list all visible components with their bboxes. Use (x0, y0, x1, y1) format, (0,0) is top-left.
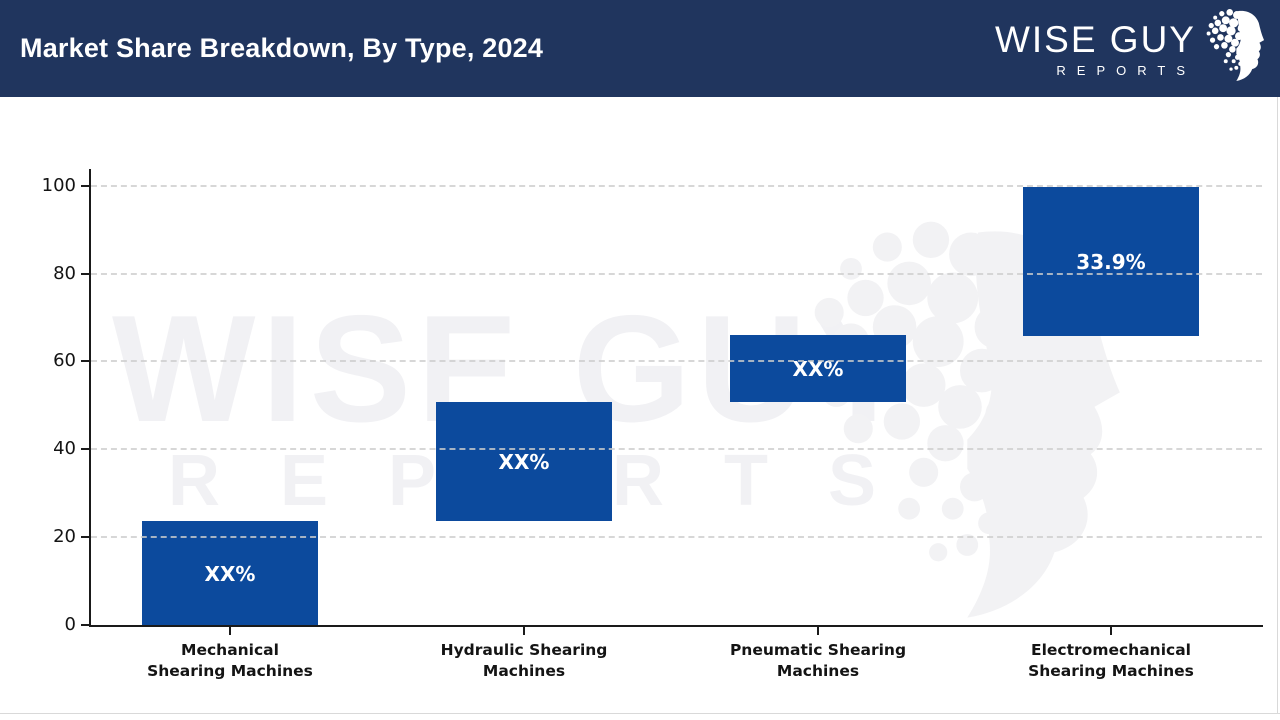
x-label-line: Shearing Machines (1028, 662, 1194, 680)
bar-pneumatic: XX% (730, 335, 906, 402)
x-label-line: Electromechanical (1031, 641, 1191, 659)
y-tick-mark (81, 448, 89, 450)
x-axis-line (89, 625, 1263, 627)
y-tick-label-80: 80 (53, 263, 76, 284)
gridline-40 (91, 448, 1262, 450)
dotted-head-icon (1202, 8, 1268, 92)
x-label-line: Machines (482, 662, 566, 680)
y-tick-mark (81, 273, 89, 275)
x-label-line: Pneumatic Shearing (729, 641, 907, 659)
bar-mechanical: XX% (142, 521, 318, 626)
page-title: Market Share Breakdown, By Type, 2024 (20, 33, 544, 63)
y-tick-mark (81, 185, 89, 187)
x-category-label-hydraulic: Hydraulic Shearing Machines (404, 640, 644, 682)
bar-value-label: XX% (204, 561, 256, 586)
gridline-60 (91, 360, 1262, 362)
x-tick-mark (523, 627, 525, 635)
brand-name: WISE GUY (994, 19, 1196, 60)
x-label-line: Shearing Machines (147, 662, 313, 680)
bar-value-label: 33.9% (1076, 249, 1146, 274)
brand-logo: WISE GUY REPORTS (995, 8, 1268, 92)
x-label-line: Machines (776, 662, 860, 680)
y-tick-label-40: 40 (53, 438, 76, 459)
bar-electromechanical: 33.9% (1023, 187, 1199, 336)
x-category-label-electromechanical: Electromechanical Shearing Machines (991, 640, 1231, 682)
bar-value-label: XX% (498, 449, 550, 474)
x-tick-mark (817, 627, 819, 635)
y-tick-mark (81, 360, 89, 362)
bar-hydraulic: XX% (436, 402, 612, 521)
x-label-line: Mechanical (181, 641, 279, 659)
y-axis-line (89, 169, 91, 627)
x-tick-mark (1110, 627, 1112, 635)
y-tick-label-20: 20 (53, 526, 76, 547)
y-tick-mark (81, 624, 89, 626)
x-category-label-pneumatic: Pneumatic Shearing Machines (698, 640, 938, 682)
y-tick-label-100: 100 (41, 175, 76, 196)
y-tick-label-0: 0 (64, 614, 76, 635)
gridline-100 (91, 185, 1262, 187)
y-tick-label-60: 60 (53, 350, 76, 371)
brand-logo-text: WISE GUY REPORTS (995, 20, 1196, 80)
x-tick-mark (229, 627, 231, 635)
brand-subtitle: REPORTS (1056, 63, 1196, 78)
x-label-line: Hydraulic Shearing (440, 641, 608, 659)
card-right-border (1277, 97, 1278, 714)
gridline-80 (91, 273, 1262, 275)
card-bottom-border (0, 713, 1280, 714)
x-category-label-mechanical: Mechanical Shearing Machines (110, 640, 350, 682)
header: Market Share Breakdown, By Type, 2024 WI… (0, 0, 1280, 97)
gridline-20 (91, 536, 1262, 538)
y-tick-mark (81, 536, 89, 538)
